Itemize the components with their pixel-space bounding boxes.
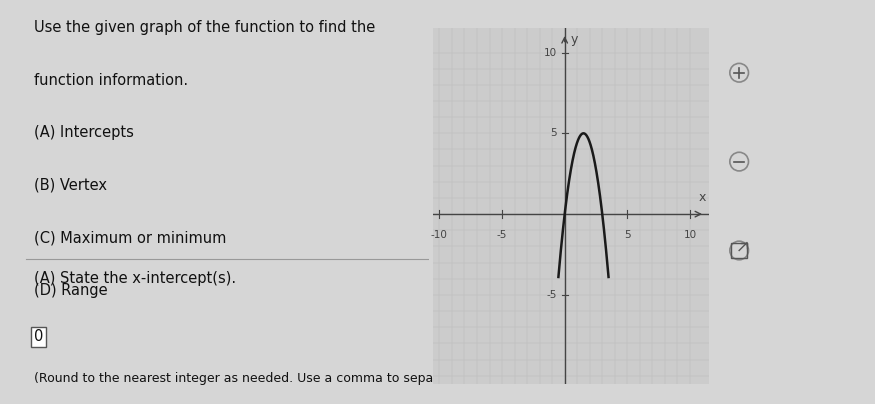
Text: (A) Intercepts: (A) Intercepts bbox=[34, 125, 134, 140]
Text: (A) State the x-intercept(s).: (A) State the x-intercept(s). bbox=[34, 271, 236, 286]
Text: (B) Vertex: (B) Vertex bbox=[34, 178, 107, 193]
Text: x: x bbox=[699, 191, 706, 204]
Text: 5: 5 bbox=[550, 128, 557, 138]
Text: 10: 10 bbox=[544, 48, 557, 57]
Text: 0: 0 bbox=[34, 329, 44, 344]
Bar bbox=[732, 243, 747, 258]
Text: (C) Maximum or minimum: (C) Maximum or minimum bbox=[34, 230, 227, 245]
Text: -10: -10 bbox=[431, 230, 448, 240]
Text: Use the given graph of the function to find the: Use the given graph of the function to f… bbox=[34, 20, 375, 35]
Text: 5: 5 bbox=[624, 230, 631, 240]
Text: 10: 10 bbox=[683, 230, 696, 240]
Text: -5: -5 bbox=[547, 290, 557, 300]
Text: (Round to the nearest integer as needed. Use a comma to separate answers as need: (Round to the nearest integer as needed.… bbox=[34, 372, 592, 385]
Text: (D) Range: (D) Range bbox=[34, 283, 108, 298]
Text: -5: -5 bbox=[497, 230, 507, 240]
Text: y: y bbox=[570, 33, 578, 46]
Text: function information.: function information. bbox=[34, 73, 188, 88]
